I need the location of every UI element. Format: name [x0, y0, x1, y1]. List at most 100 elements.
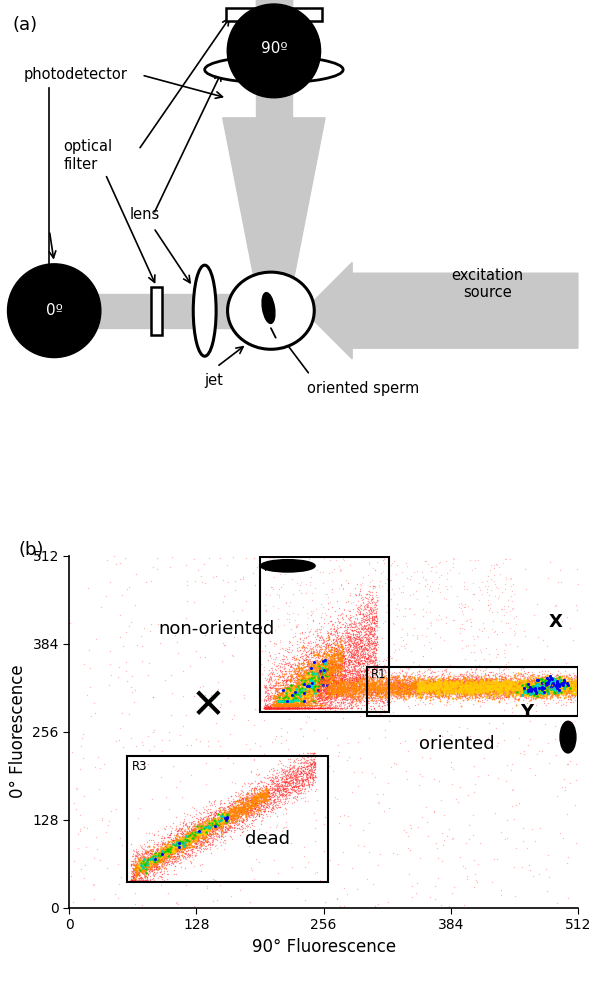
Point	[363, 661, 373, 677]
Point	[499, 607, 509, 623]
Point	[321, 680, 330, 695]
Point	[511, 682, 521, 698]
Point	[378, 695, 388, 711]
Point	[158, 836, 167, 852]
Point	[222, 815, 231, 831]
Point	[491, 679, 500, 694]
Point	[521, 690, 531, 706]
Point	[314, 693, 324, 709]
Point	[184, 831, 194, 847]
Point	[365, 625, 375, 641]
Point	[318, 656, 327, 672]
Point	[409, 677, 418, 692]
Point	[559, 677, 569, 692]
Point	[438, 685, 448, 701]
Point	[226, 828, 236, 844]
Point	[223, 807, 233, 823]
Point	[287, 700, 296, 716]
Point	[541, 681, 550, 696]
Point	[418, 684, 427, 700]
Point	[155, 848, 165, 864]
Point	[388, 680, 398, 695]
Point	[533, 678, 543, 693]
Point	[292, 676, 302, 691]
Point	[470, 676, 480, 691]
Point	[311, 666, 321, 682]
Point	[316, 644, 326, 660]
Point	[111, 557, 121, 572]
Point	[265, 682, 275, 698]
Point	[466, 680, 476, 695]
Point	[184, 829, 194, 845]
Point	[347, 694, 356, 710]
Point	[486, 682, 495, 698]
Point	[309, 745, 318, 761]
Point	[284, 689, 293, 705]
Point	[527, 684, 536, 700]
Point	[310, 685, 320, 701]
Point	[534, 684, 544, 700]
Point	[433, 676, 442, 691]
Point	[328, 677, 338, 692]
Point	[371, 703, 380, 719]
Point	[460, 684, 470, 700]
Point	[518, 676, 527, 691]
Point	[306, 756, 316, 772]
Point	[314, 669, 323, 684]
Point	[350, 686, 360, 702]
Point	[394, 680, 403, 695]
Point	[536, 672, 546, 687]
Point	[445, 683, 455, 699]
Point	[355, 663, 364, 679]
Point	[311, 677, 321, 692]
Point	[136, 856, 146, 872]
Point	[323, 660, 333, 676]
Point	[142, 872, 152, 888]
Point	[311, 655, 321, 671]
Point	[478, 683, 488, 699]
Point	[184, 833, 194, 849]
Point	[361, 600, 370, 616]
Point	[461, 682, 470, 697]
Point	[519, 673, 529, 688]
Point	[457, 683, 467, 699]
Point	[337, 657, 346, 673]
Point	[272, 700, 282, 716]
Point	[320, 661, 329, 677]
Point	[497, 671, 506, 686]
Point	[294, 778, 304, 794]
Point	[189, 826, 199, 842]
Point	[282, 693, 292, 709]
Point	[365, 645, 374, 661]
Point	[533, 683, 543, 699]
Point	[169, 848, 178, 864]
Point	[304, 680, 314, 695]
Point	[303, 700, 312, 716]
Point	[276, 787, 285, 803]
Point	[155, 842, 165, 858]
Point	[405, 684, 415, 700]
Point	[537, 672, 547, 687]
Point	[307, 677, 317, 692]
Point	[471, 685, 481, 701]
Point	[362, 622, 371, 638]
Point	[360, 612, 370, 628]
Point	[533, 688, 542, 704]
Point	[551, 682, 560, 697]
Point	[414, 664, 423, 680]
Point	[252, 761, 262, 777]
Point	[412, 674, 422, 689]
Point	[494, 682, 503, 698]
Point	[400, 675, 410, 690]
Point	[436, 611, 445, 627]
Point	[466, 672, 476, 687]
Point	[308, 695, 318, 711]
Point	[209, 814, 219, 830]
Point	[300, 765, 310, 781]
Point	[486, 676, 495, 691]
Point	[364, 640, 373, 656]
Point	[172, 853, 181, 869]
Point	[402, 664, 412, 680]
Point	[309, 690, 318, 706]
Point	[302, 769, 312, 785]
